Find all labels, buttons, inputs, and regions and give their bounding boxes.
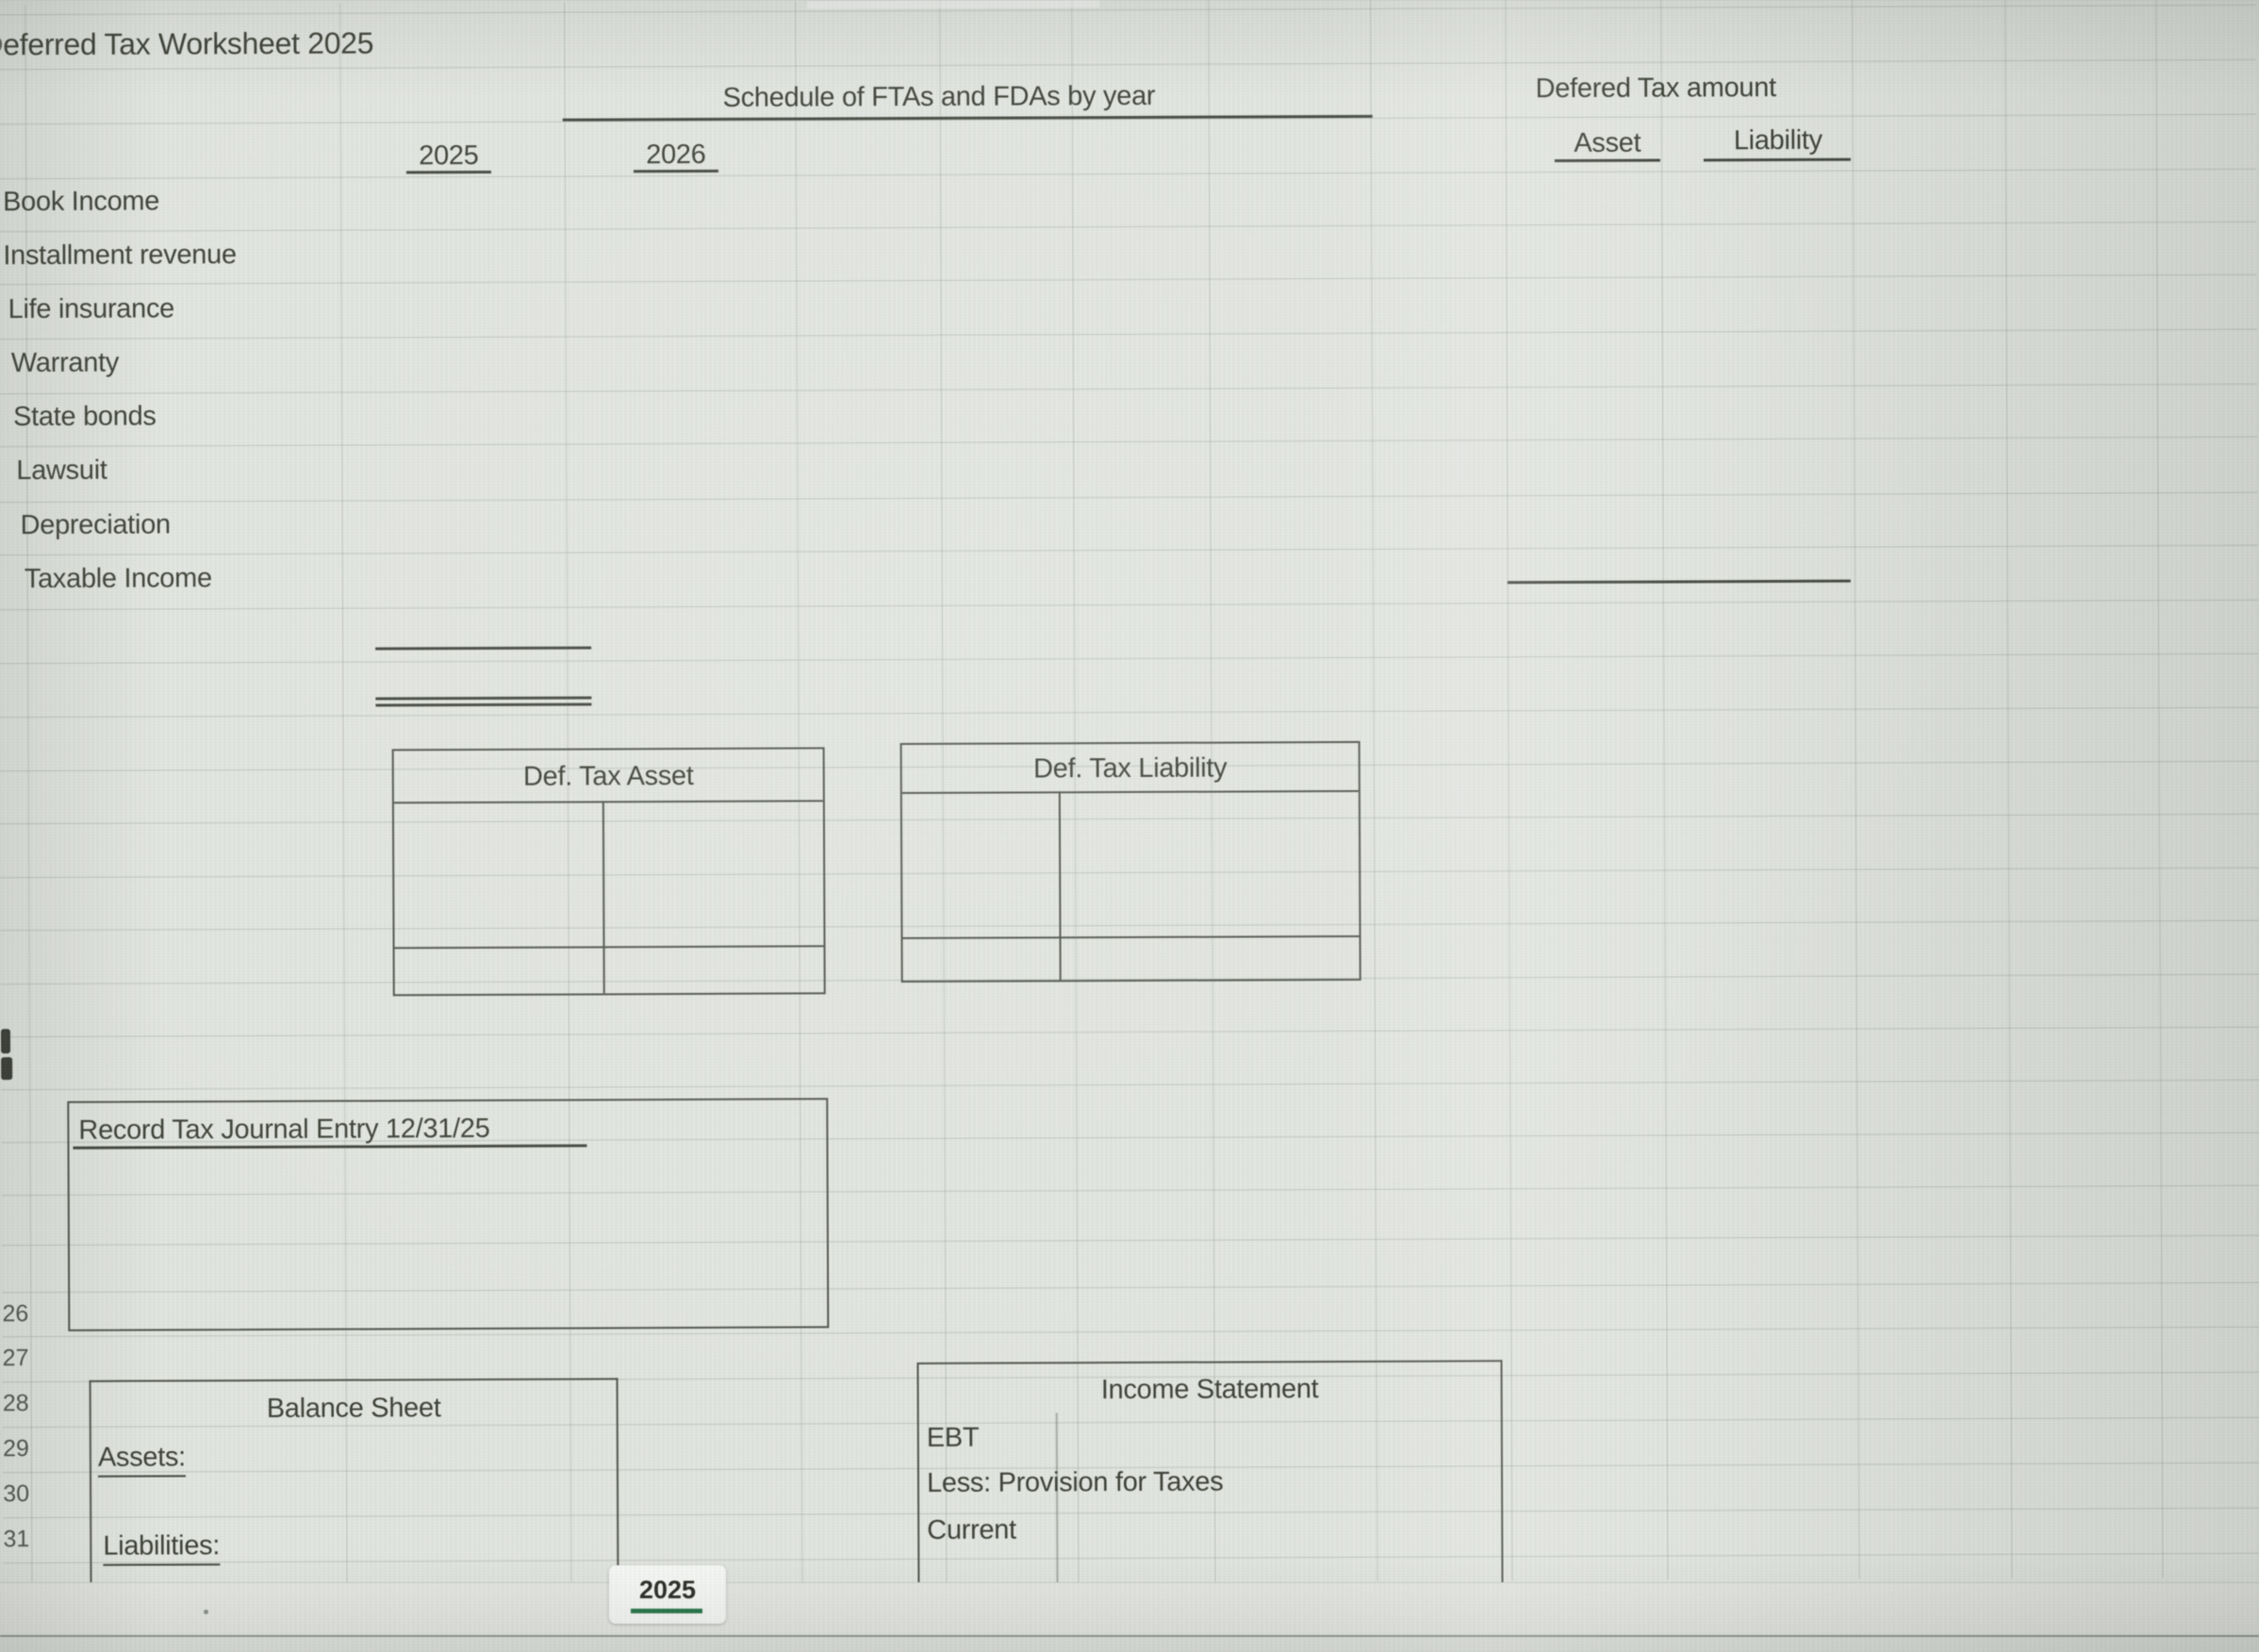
row-number-27: 27 — [2, 1345, 29, 1372]
row-gridline — [0, 168, 2256, 180]
column-gridline — [1660, 0, 1669, 1580]
row-gridline — [0, 383, 2257, 395]
deferred-tax-heading: Defered Tax amount — [1535, 73, 1776, 105]
left-edge-mark-top — [0, 1029, 11, 1054]
liability-column-header: Liability — [1733, 124, 1822, 157]
row-gridline — [0, 544, 2258, 556]
gridlines — [0, 0, 2259, 1588]
schedule-heading: Schedule of FTAs and FDAs by year — [722, 80, 1156, 113]
income-statement-row-ebt: EBT — [926, 1422, 980, 1453]
row-number-29: 29 — [2, 1435, 29, 1462]
row-gridline — [0, 1026, 2259, 1038]
income-statement-box: Income Statement EBT Less: Provision for… — [916, 1360, 1504, 1585]
year-header-2026: 2026 — [646, 139, 706, 171]
row-number-31: 31 — [3, 1526, 30, 1553]
liability-header-underline — [1703, 157, 1851, 161]
def-tax-liability-title: Def. Tax Liability — [1033, 752, 1228, 785]
row-gridline — [0, 653, 2259, 665]
column-gridline — [1370, 0, 1378, 1581]
tab-bar-bottom-edge — [0, 1635, 2259, 1637]
taxable-income-single-rule — [375, 646, 592, 650]
row-number-28: 28 — [2, 1390, 29, 1417]
column-gridline — [2004, 0, 2013, 1578]
status-bar: Enter Accessibility: Good to go — [0, 1637, 2259, 1652]
row-gridline — [0, 328, 2257, 340]
def-tax-asset-box: Def. Tax Asset — [391, 747, 826, 997]
row-label-lawsuit: Lawsuit — [16, 454, 107, 487]
asset-column-header: Asset — [1574, 127, 1641, 158]
year-header-2025: 2025 — [419, 140, 479, 172]
year-2026-underline — [633, 169, 718, 173]
income-statement-title: Income Statement — [1100, 1374, 1319, 1406]
deferred-tax-total-line — [1507, 579, 1851, 584]
column-gridline — [2155, 0, 2164, 1578]
row-gridline — [0, 599, 2258, 611]
row-gridline — [1, 1079, 2259, 1091]
def-tax-liability-box: Def. Tax Liability — [899, 740, 1361, 983]
balance-sheet-box: Balance Sheet Assets: Liabilities: — [89, 1378, 619, 1589]
column-gridline — [339, 3, 348, 1586]
balance-sheet-liabilities-label: Liabilities: — [103, 1530, 221, 1566]
def-tax-asset-title: Def. Tax Asset — [522, 761, 694, 792]
column-gridline — [1505, 0, 1513, 1581]
column-gridline — [1852, 0, 1860, 1579]
asset-header-underline — [1554, 158, 1660, 162]
def-tax-asset-column-divider — [602, 801, 605, 994]
row-gridline — [0, 491, 2258, 504]
row-gridline — [0, 706, 2259, 719]
worksheet-title: Deferred Tax Worksheet 2025 — [0, 25, 374, 62]
row-gridline — [0, 4, 2256, 16]
row-label-taxable-income: Taxable Income — [24, 563, 212, 595]
sheet-tab-bar: ‹ › Scoring Sheet | 2024 + — [0, 1582, 2259, 1637]
tab-2025-label: 2025 — [638, 1576, 697, 1604]
balance-sheet-title: Balance Sheet — [266, 1393, 441, 1424]
year-2025-underline — [405, 170, 491, 173]
active-tab-underline — [631, 1609, 702, 1613]
row-label-state-bonds: State bonds — [13, 401, 157, 433]
taxable-income-double-rule-bottom — [375, 702, 592, 706]
tab-ellipsis-dot — [204, 1610, 208, 1614]
row-gridline — [0, 273, 2257, 286]
row-label-depreciation: Depreciation — [20, 509, 171, 541]
def-tax-liability-total-divider — [902, 934, 1360, 940]
balance-sheet-assets-label: Assets: — [97, 1442, 187, 1478]
taxable-income-double-rule-top — [375, 696, 592, 700]
journal-entry-box: Record Tax Journal Entry 12/31/25 — [67, 1098, 830, 1331]
income-statement-row-current: Current — [927, 1514, 1016, 1545]
row-number-26: 26 — [2, 1300, 29, 1328]
def-tax-liability-column-divider — [1058, 791, 1062, 981]
def-tax-asset-total-divider — [394, 945, 824, 950]
left-edge-mark-bottom — [1, 1057, 13, 1081]
row-label-life-insurance: Life insurance — [8, 293, 175, 325]
row-label-installment-revenue: Installment revenue — [3, 240, 237, 272]
tab-2025-active[interactable]: 2025 — [609, 1565, 726, 1624]
row-gridline — [0, 221, 2257, 233]
income-statement-row-provision: Less: Provision for Taxes — [926, 1466, 1224, 1498]
journal-entry-label: Record Tax Journal Entry 12/31/25 — [78, 1113, 490, 1146]
row-gridline — [0, 436, 2258, 448]
def-tax-liability-title-divider — [901, 789, 1359, 795]
row-number-30: 30 — [3, 1480, 30, 1508]
def-tax-asset-title-divider — [393, 800, 823, 804]
formula-bar-remnant — [807, 0, 1100, 9]
row-label-book-income: Book Income — [3, 186, 160, 218]
row-label-warranty: Warranty — [10, 347, 120, 379]
